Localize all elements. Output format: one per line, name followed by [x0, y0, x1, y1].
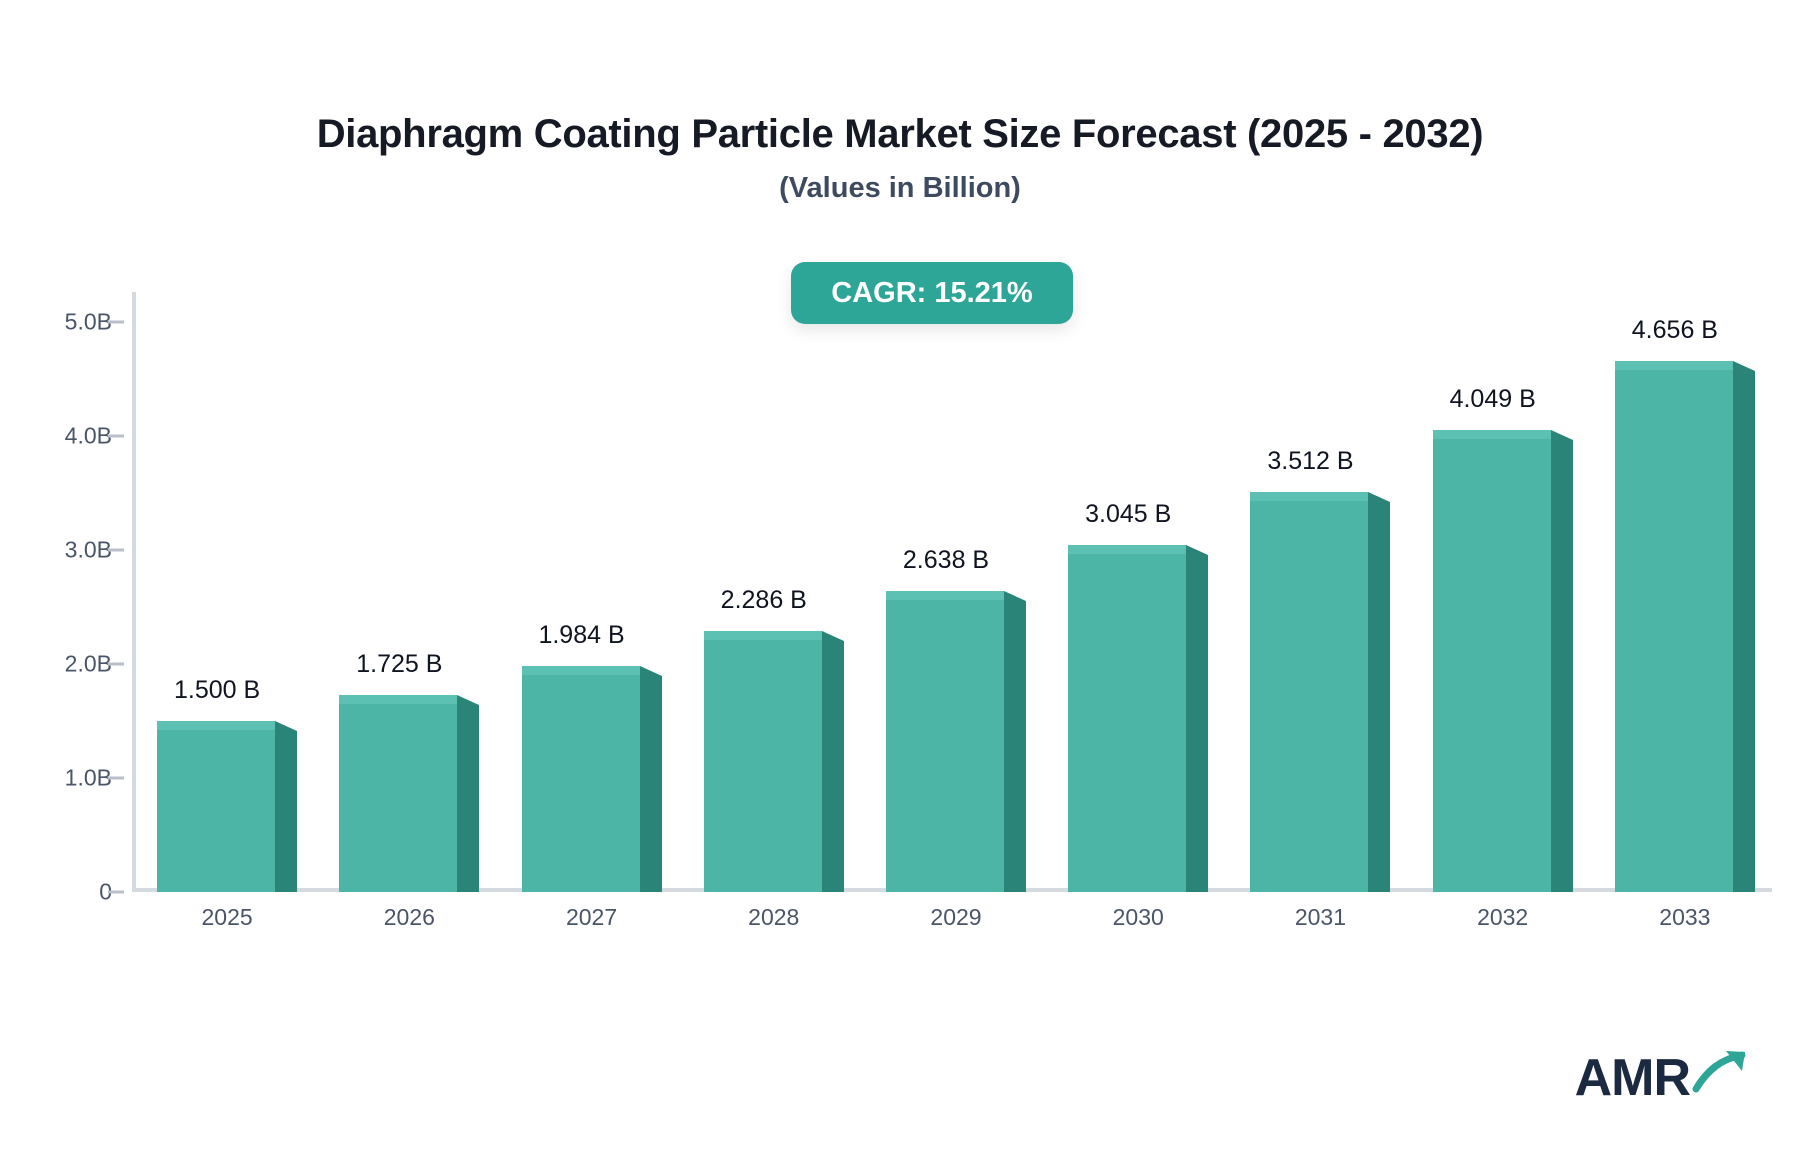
y-axis-tick-mark [108, 320, 124, 324]
y-axis-tick-label: 3.0B [64, 536, 112, 563]
bar-front-face [1250, 491, 1369, 892]
x-axis-tick-label: 2025 [201, 904, 253, 930]
bar-bevel [1550, 430, 1573, 441]
y-axis-line [132, 292, 136, 892]
x-axis-tick-label: 2032 [1477, 904, 1529, 930]
bar-top-face [1250, 491, 1369, 501]
bar-top-face [1432, 430, 1551, 440]
bar-side-face [639, 675, 662, 892]
bar-bevel [1368, 491, 1391, 502]
bar-side-face [457, 705, 480, 892]
bar-value-label: 1.984 B [538, 620, 625, 649]
plot-area: 5.0B 4.0B 3.0B 2.0B 1.0B 0 1.500 B 1.725 B 1.98… [65, 292, 1772, 930]
bar-bevel [275, 721, 298, 731]
bar-top-face [157, 721, 276, 730]
x-axis-tick-label: 2028 [748, 904, 800, 930]
bar: 2.286 B [703, 586, 844, 892]
bar-value-label: 4.049 B [1449, 385, 1536, 414]
y-axis-tick-mark [108, 548, 124, 552]
bar: 1.984 B [521, 621, 662, 892]
x-axis-tick-label: 2030 [1112, 904, 1164, 930]
bar-value-label: 1.725 B [356, 650, 443, 679]
bar-side-face [821, 641, 844, 892]
chart-subtitle: (Values in Billion) [779, 172, 1021, 204]
bar-front-face [1432, 430, 1551, 892]
bar-front-face [1068, 544, 1187, 892]
cagr-badge: CAGR: 15.21% [791, 262, 1073, 324]
y-axis-tick-mark [108, 434, 124, 438]
cagr-badge-label: CAGR: 15.21% [831, 276, 1033, 309]
bar-side-face [1732, 371, 1755, 892]
y-axis-tick-label: 4.0B [64, 422, 112, 449]
bar: 3.512 B [1250, 447, 1391, 892]
bar-top-face [1068, 544, 1187, 554]
bar-bevel [821, 631, 844, 642]
x-axis-tick-label: 2026 [383, 904, 435, 930]
y-axis-tick-label: 2.0B [64, 650, 112, 677]
bar-side-face [1550, 440, 1573, 892]
bar-top-face [886, 591, 1004, 601]
bar-value-label: 2.638 B [902, 546, 990, 575]
bar-bevel [639, 665, 662, 676]
bar-top-face [521, 665, 640, 675]
y-axis-tick-label: 0 [99, 878, 112, 905]
bar-bevel [1004, 591, 1026, 602]
logo-text: AMR [1574, 1049, 1691, 1107]
y-axis-tick-mark [108, 776, 124, 780]
bar: 4.049 B [1432, 385, 1573, 892]
bar: 1.500 B [157, 676, 298, 892]
bar-side-face [275, 731, 298, 892]
y-axis-tick-label: 1.0B [64, 764, 112, 791]
arrow-up-right-icon [1692, 1047, 1748, 1098]
bar-top-face [1614, 361, 1733, 371]
bar: 3.045 B [1068, 500, 1209, 892]
bar-bevel [457, 695, 480, 706]
bar-bevel [1186, 544, 1209, 555]
bar-top-face [703, 631, 822, 641]
y-axis-tick-mark [108, 890, 124, 894]
y-axis-tick-label: 5.0B [64, 308, 112, 335]
bar-value-label: 2.286 B [720, 586, 807, 615]
bar-side-face [1186, 554, 1209, 892]
bar-value-label: 4.656 B [1631, 316, 1718, 345]
bar: 4.656 B [1614, 316, 1755, 892]
bar-front-face [1614, 361, 1733, 892]
bar-value-label: 3.512 B [1267, 446, 1354, 475]
bar-value-label: 1.500 B [174, 676, 261, 704]
bar-top-face [339, 695, 458, 705]
bar-front-face [339, 695, 458, 892]
x-axis-tick-label: 2033 [1659, 904, 1711, 930]
bar: 2.638 B [886, 546, 1026, 892]
bar-bevel [1732, 361, 1755, 372]
y-axis-tick-mark [108, 662, 124, 666]
x-axis-tick-label: 2029 [930, 904, 982, 930]
bar-front-face [157, 721, 276, 892]
bar-side-face [1004, 601, 1026, 892]
bar-front-face [703, 631, 822, 892]
bar-front-face [886, 591, 1004, 892]
bar: 1.725 B [339, 650, 480, 892]
bar-value-label: 3.045 B [1085, 499, 1172, 528]
x-axis-tick-label: 2031 [1294, 904, 1347, 930]
page-title: Diaphragm Coating Particle Market Size F… [316, 112, 1484, 156]
bar-side-face [1368, 501, 1391, 892]
amr-logo: AMR [1575, 1047, 1748, 1104]
x-axis-tick-label: 2027 [565, 904, 618, 930]
bar-front-face [521, 665, 640, 892]
